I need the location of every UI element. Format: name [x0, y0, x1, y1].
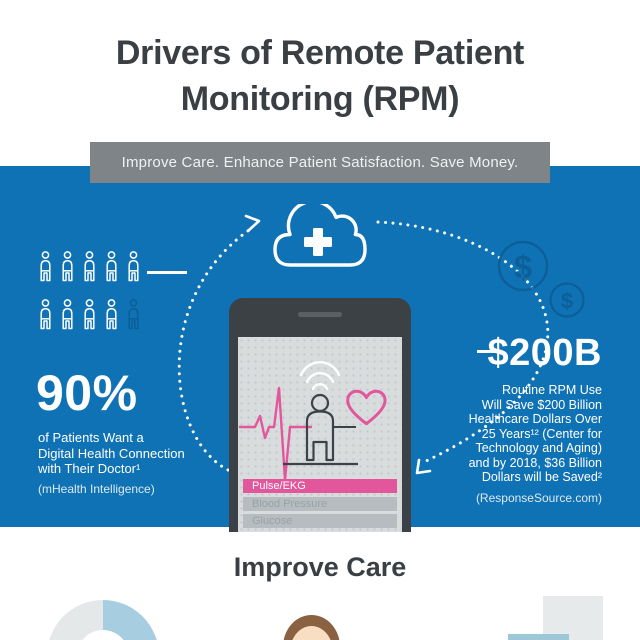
- left-stat-line: Digital Health Connection: [38, 445, 185, 461]
- dollar-sign: $: [561, 289, 573, 314]
- person-icon-dark: [125, 299, 142, 330]
- flow-arrows-icon: [177, 214, 550, 475]
- person-icon: [103, 251, 120, 282]
- metric-bar-pulse: Pulse/EKG: [243, 479, 397, 493]
- header: Drivers of Remote Patient Monitoring (RP…: [0, 0, 640, 166]
- heart-icon: [346, 389, 387, 426]
- right-stat-line: Dollars will be Saved²: [481, 470, 602, 484]
- right-stat: $200B Routine RPM Use Will Save $200 Bil…: [469, 332, 602, 505]
- left-stat-description: of Patients Want a Digital Health Connec…: [38, 430, 185, 477]
- right-stat-line: Routine RPM Use: [501, 383, 602, 397]
- person-icon: [103, 299, 120, 330]
- ekg-line-icon: [238, 386, 313, 482]
- smartphone: Pulse/EKG Blood Pressure Glucose: [229, 298, 411, 532]
- person-icon: [37, 251, 54, 282]
- metric-bar-blood-pressure: Blood Pressure: [243, 497, 397, 511]
- right-stat-line: Technology and Aging): [475, 441, 602, 455]
- tagline-banner: Improve Care. Enhance Patient Satisfacti…: [90, 142, 550, 183]
- people-row-1: [37, 251, 142, 282]
- right-stat-source: (ResponseSource.com): [475, 490, 602, 505]
- page-title-line1: Drivers of Remote Patient: [115, 34, 525, 72]
- person-icon: [81, 251, 98, 282]
- phone-speaker: [298, 312, 342, 317]
- right-stat-line: and by 2018, $36 Billion: [468, 455, 602, 470]
- person-icon: [59, 251, 76, 282]
- right-stat-description: Routine RPM Use Will Save $200 Billion H…: [469, 383, 602, 485]
- health-monitor-illustration: [238, 361, 387, 482]
- person-icon: [81, 299, 98, 330]
- right-stat-line: 25 Years¹² (Center for: [481, 426, 602, 441]
- improve-care-section: Improve Care: [0, 527, 640, 640]
- left-stat-line: with Their Doctor¹: [38, 461, 141, 476]
- phone-screen: Pulse/EKG Blood Pressure Glucose: [238, 337, 402, 532]
- medical-cross-shape: [543, 596, 603, 640]
- rpm-flow-section: 90% of Patients Want a Digital Health Co…: [0, 166, 640, 532]
- right-stat-line: Healthcare Dollars Over: [468, 412, 602, 426]
- page-title-line2: Monitoring (RPM): [180, 80, 460, 118]
- metric-bar-glucose: Glucose: [243, 514, 397, 528]
- donut-chart: [47, 600, 159, 640]
- person-icon: [37, 299, 54, 330]
- people-pictograph: [37, 251, 142, 330]
- left-stat-line: of Patients Want a: [38, 430, 144, 445]
- person-icon: [59, 299, 76, 330]
- left-stat-value: 90%: [36, 365, 138, 421]
- connector-line-left: [147, 271, 187, 274]
- people-row-2: [37, 299, 142, 330]
- patient-icon: [283, 393, 358, 466]
- tagline-text: Improve Care. Enhance Patient Satisfacti…: [121, 154, 519, 171]
- right-stat-line: Will Save $200 Billion: [481, 397, 602, 412]
- dollar-sign: $: [514, 249, 532, 286]
- connector-line-right: [477, 350, 497, 353]
- right-stat-value: $200B: [487, 332, 602, 374]
- page-title: Drivers of Remote Patient Monitoring (RP…: [0, 0, 640, 122]
- dollar-coins-icon: $ $: [497, 240, 585, 318]
- plus-cross-icon: [304, 228, 332, 256]
- doctor-avatar-face: [290, 626, 333, 640]
- section-title: Improve Care: [233, 552, 407, 582]
- person-icon: [125, 251, 142, 282]
- wifi-icon: [299, 361, 341, 391]
- medical-cloud-icon: [273, 204, 367, 267]
- left-stat-source: (mHealth Intelligence): [38, 482, 155, 496]
- teal-bar-shape: [508, 634, 569, 640]
